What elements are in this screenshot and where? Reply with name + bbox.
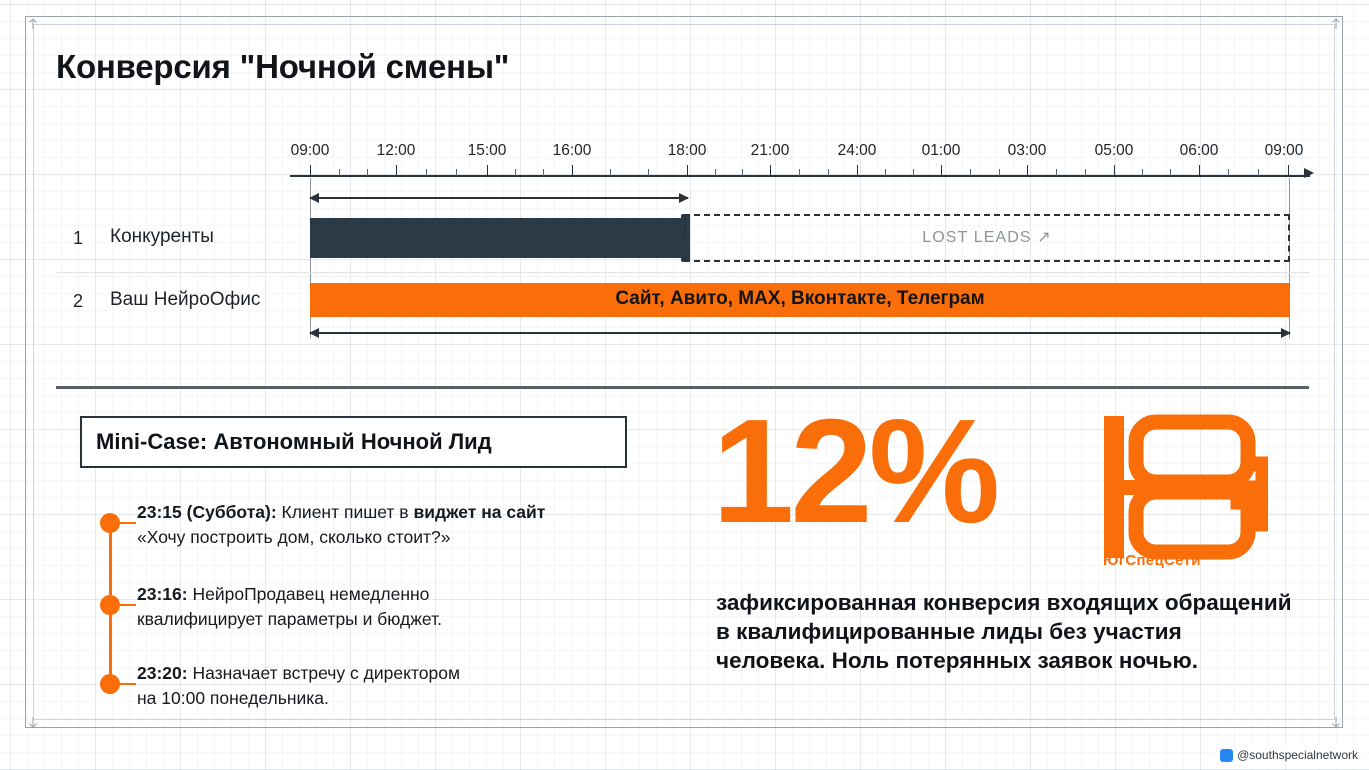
mini-case-event-1: 23:15 (Суббота): Клиент пишет в виджет н… bbox=[137, 500, 677, 550]
mini-case-dot-2 bbox=[100, 595, 120, 615]
mini-case-stem-2 bbox=[120, 604, 136, 606]
mini-case-event-3: 23:20: Назначает встречу с директором на … bbox=[137, 661, 677, 711]
company-logo-icon bbox=[1098, 414, 1271, 574]
section-divider bbox=[56, 386, 1309, 389]
mini-case-event-2-time: 23:16: bbox=[137, 584, 188, 604]
mini-case-event-1-highlight: виджет на сайт bbox=[413, 502, 546, 522]
mini-case-dot-1 bbox=[100, 513, 120, 533]
gantt-row-divider bbox=[56, 272, 1310, 273]
mini-case-event-1-body: Клиент пишет в bbox=[276, 502, 414, 522]
mini-case-event-3-time: 23:20: bbox=[137, 663, 188, 683]
mini-case-event-1-time: 23:15 (Суббота): bbox=[137, 502, 277, 522]
gantt-lost-leads-region[interactable] bbox=[684, 214, 1290, 262]
mini-case-event-2: 23:16: НейроПродавец немедленно квалифици… bbox=[137, 582, 677, 632]
mini-case-heading: Mini-Case: Автономный Ночной Лид bbox=[96, 429, 492, 454]
mini-case-event-3-body: Назначает встречу с директором bbox=[187, 663, 460, 683]
mini-case-event-1-quote: «Хочу построить дом, сколько стоит?» bbox=[137, 527, 451, 547]
mini-case-stem-1 bbox=[120, 522, 136, 524]
gantt-span-arrow-neurooffice bbox=[309, 328, 1291, 337]
mini-case-stem-3 bbox=[120, 683, 136, 685]
company-logo-caption: ЮгСпецСети bbox=[1103, 552, 1201, 569]
gantt-bar-neurooffice-active[interactable] bbox=[310, 283, 1290, 317]
gantt-bar-competitors-active[interactable] bbox=[310, 218, 685, 258]
page-title: Конверсия "Ночной смены" bbox=[56, 48, 510, 85]
gantt-bar-channels-label: Сайт, Авито, MAX, Вконтакте, Телеграм bbox=[615, 288, 985, 309]
vk-icon bbox=[1220, 748, 1234, 762]
lost-leads-label: LOST LEADS ↗ bbox=[922, 229, 1052, 246]
mini-case-dot-3 bbox=[100, 674, 120, 694]
gantt-guide-start bbox=[310, 178, 311, 338]
mini-case-event-2-cont: квалифицирует параметры и бюджет. bbox=[137, 609, 443, 629]
mini-case-event-2-body: НейроПродавец немедленно bbox=[187, 584, 430, 604]
gantt-row-number-2: 2 bbox=[73, 291, 84, 311]
slide-frame-inner bbox=[33, 24, 1335, 720]
watermark-handle: @southspecialnetwork bbox=[1237, 748, 1358, 762]
gantt-row-label-competitors: Конкуренты bbox=[110, 226, 214, 247]
gantt-span-arrow-competitors bbox=[309, 193, 689, 202]
gantt-row-label-neurooffice: Ваш НейроОфис bbox=[110, 289, 261, 310]
watermark: @southspecialnetwork bbox=[1215, 746, 1363, 764]
slide-frame-outer bbox=[25, 16, 1343, 728]
mini-case-box bbox=[80, 416, 627, 468]
mini-case-event-3-cont: на 10:00 понедельника. bbox=[137, 688, 329, 708]
conversion-stat-value: 12% bbox=[712, 389, 1000, 554]
gantt-row-number-1: 1 bbox=[73, 228, 84, 248]
conversion-stat-description: зафиксированная конверсия входящих обращ… bbox=[716, 590, 1292, 673]
